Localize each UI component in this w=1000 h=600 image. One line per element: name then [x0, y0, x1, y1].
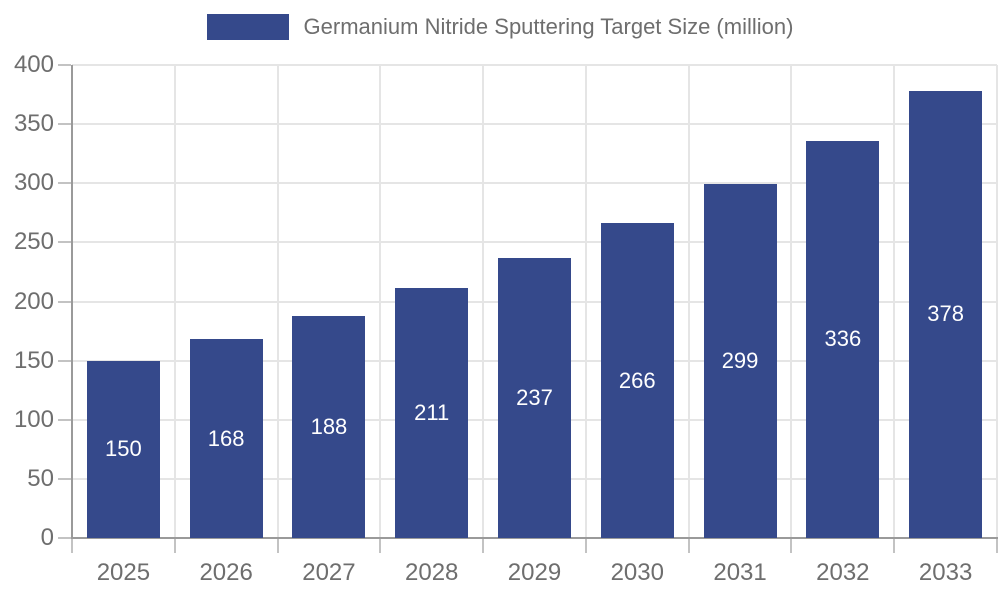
- bar-value-label: 150: [105, 436, 142, 462]
- y-axis-tick: [58, 300, 71, 303]
- x-axis-tick: [71, 539, 73, 553]
- y-axis-tick: [58, 359, 71, 362]
- gridline-horizontal: [72, 182, 997, 185]
- bar-2031[interactable]: 299: [703, 184, 777, 538]
- bar-2030[interactable]: 266: [600, 223, 674, 538]
- x-axis-line: [71, 537, 998, 539]
- y-tick-label: 200: [13, 287, 54, 315]
- gridline-horizontal: [72, 64, 997, 66]
- x-tick-label: 2027: [302, 559, 356, 586]
- bar-value-label: 211: [414, 400, 450, 426]
- legend-swatch-icon: [206, 14, 289, 40]
- x-axis-tick: [996, 539, 998, 553]
- bar-2028[interactable]: 211: [395, 288, 469, 538]
- bar-value-label: 266: [618, 367, 656, 393]
- y-tick-label: 100: [13, 405, 54, 433]
- bar-value-label: 378: [927, 301, 964, 327]
- x-axis-tick: [687, 539, 690, 553]
- bar-value-label: 299: [721, 348, 759, 374]
- gridline-horizontal: [72, 241, 997, 244]
- y-tick-label: 400: [13, 51, 54, 78]
- x-tick-label: 2026: [199, 559, 253, 586]
- gridline-vertical: [996, 65, 998, 538]
- bar-2025[interactable]: 150: [86, 360, 160, 538]
- x-tick-label: 2025: [96, 559, 151, 586]
- legend-label: Germanium Nitride Sputtering Target Size…: [303, 14, 794, 39]
- y-tick-label: 300: [13, 169, 54, 197]
- x-tick-label: 2031: [713, 559, 767, 586]
- y-tick-label: 0: [40, 524, 54, 551]
- y-tick-label: 150: [13, 346, 54, 374]
- gridline-vertical: [790, 65, 793, 538]
- gridline-vertical: [893, 65, 896, 538]
- x-axis-tick: [584, 539, 587, 553]
- y-axis-tick: [58, 537, 71, 539]
- x-axis-tick: [276, 539, 279, 553]
- y-axis-tick: [58, 477, 71, 480]
- x-tick-label: 2033: [918, 559, 973, 586]
- bar-2029[interactable]: 237: [498, 257, 571, 538]
- y-axis-tick: [58, 182, 71, 185]
- gridline-vertical: [584, 65, 587, 538]
- gridline-vertical: [173, 65, 176, 538]
- bar-2033[interactable]: 378: [909, 91, 983, 538]
- y-axis-tick: [58, 64, 71, 66]
- y-axis-line: [71, 65, 73, 538]
- bar-value-label: 336: [824, 326, 862, 352]
- y-tick-label: 50: [27, 464, 54, 492]
- gridline-vertical: [687, 65, 690, 538]
- bar-value-label: 168: [207, 425, 245, 451]
- bar-2026[interactable]: 168: [189, 339, 263, 538]
- bar-2032[interactable]: 336: [806, 140, 880, 538]
- y-axis-tick: [58, 418, 71, 421]
- gridline-vertical: [276, 65, 279, 538]
- x-axis-tick: [482, 539, 485, 553]
- x-tick-label: 2032: [816, 559, 870, 586]
- gridline-vertical: [482, 65, 485, 538]
- x-axis-tick: [173, 539, 176, 553]
- bar-2027[interactable]: 188: [292, 315, 366, 538]
- gridline-horizontal: [72, 123, 997, 126]
- y-tick-label: 350: [13, 110, 54, 138]
- x-tick-label: 2028: [405, 559, 459, 586]
- bar-value-label: 188: [310, 413, 348, 439]
- y-axis-tick: [58, 241, 71, 244]
- y-tick-label: 250: [13, 228, 54, 256]
- x-tick-label: 2029: [507, 559, 562, 586]
- bar-value-label: 237: [516, 384, 553, 410]
- x-axis-tick: [379, 539, 382, 553]
- x-tick-label: 2030: [610, 559, 664, 586]
- chart-legend[interactable]: Germanium Nitride Sputtering Target Size…: [0, 14, 1000, 40]
- gridline-vertical: [379, 65, 382, 538]
- x-axis-tick: [790, 539, 793, 553]
- y-axis-tick: [58, 123, 71, 126]
- x-axis-tick: [893, 539, 896, 553]
